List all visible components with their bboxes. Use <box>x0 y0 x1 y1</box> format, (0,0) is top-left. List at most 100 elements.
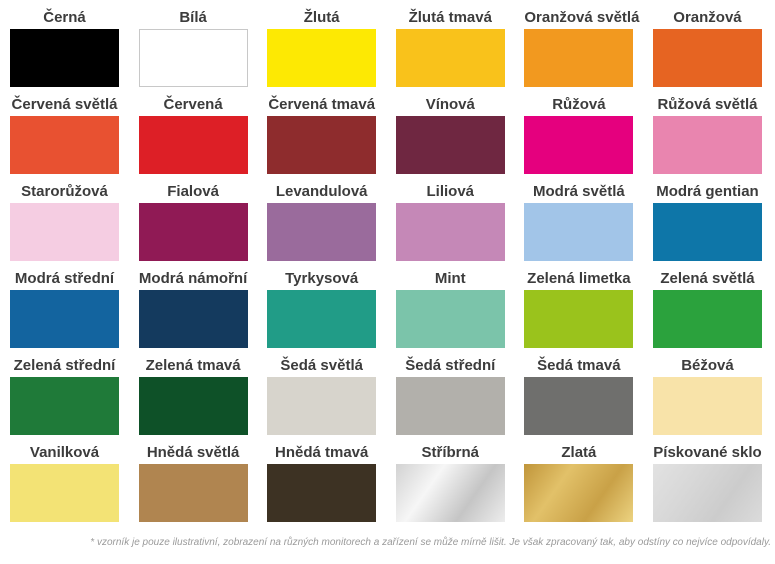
color-label: Černá <box>43 9 86 26</box>
color-swatch <box>395 377 505 435</box>
palette-cell: Oranžová <box>652 0 762 87</box>
palette-cell: Červená <box>138 87 248 174</box>
color-label: Levandulová <box>275 183 368 200</box>
palette-cell: Fialová <box>138 174 248 261</box>
color-swatch <box>524 203 634 261</box>
palette-cell: Šedá světlá <box>267 348 377 435</box>
color-label: Zelená tmavá <box>145 357 241 374</box>
color-swatch <box>395 464 505 522</box>
color-label: Šedá tmavá <box>537 357 621 374</box>
palette-cell: Modrá světlá <box>524 174 634 261</box>
color-swatch <box>395 116 505 174</box>
palette-cell: Zelená limetka <box>524 261 634 348</box>
palette-cell: Modrá námořní <box>138 261 248 348</box>
color-label: Zelená limetka <box>527 270 631 287</box>
color-label: Vínová <box>425 96 475 113</box>
color-label: Šedá střední <box>405 357 496 374</box>
color-swatch <box>138 377 248 435</box>
color-swatch <box>267 203 377 261</box>
color-swatch <box>524 116 634 174</box>
palette-cell: Hnědá světlá <box>138 435 248 522</box>
color-swatch <box>138 203 248 261</box>
palette-cell: Žlutá <box>267 0 377 87</box>
color-label: Modrá světlá <box>533 183 625 200</box>
palette-cell: Modrá střední <box>10 261 119 348</box>
color-swatch <box>652 290 762 348</box>
color-label: Bílá <box>179 9 207 26</box>
color-label: Béžová <box>681 357 734 374</box>
palette-cell: Žlutá tmavá <box>395 0 505 87</box>
color-label: Šedá světlá <box>280 357 363 374</box>
palette-cell: Růžová <box>524 87 634 174</box>
palette-cell: Šedá střední <box>395 348 505 435</box>
palette-cell: Modrá gentian <box>652 174 762 261</box>
color-label: Zlatá <box>561 444 597 461</box>
color-swatch <box>10 377 119 435</box>
color-label: Vanilková <box>29 444 100 461</box>
color-label: Červená světlá <box>11 96 118 113</box>
palette-cell: Červená světlá <box>10 87 119 174</box>
color-swatch <box>524 29 634 87</box>
palette-cell: Zelená tmavá <box>138 348 248 435</box>
footnote: * vzorník je pouze ilustrativní, zobraze… <box>90 537 771 548</box>
color-swatch <box>10 464 119 522</box>
color-swatch <box>652 203 762 261</box>
color-swatch <box>138 464 248 522</box>
palette-cell: Zelená světlá <box>652 261 762 348</box>
color-swatch <box>10 116 119 174</box>
color-label: Stříbrná <box>421 444 480 461</box>
color-label: Hnědá světlá <box>146 444 240 461</box>
palette-cell: Mint <box>395 261 505 348</box>
color-label: Oranžová <box>673 9 742 26</box>
color-label: Modrá střední <box>14 270 115 287</box>
color-swatch <box>524 290 634 348</box>
palette-cell: Černá <box>10 0 119 87</box>
color-swatch <box>652 116 762 174</box>
palette-cell: Šedá tmavá <box>524 348 634 435</box>
palette-cell: Liliová <box>395 174 505 261</box>
palette-cell: Vanilková <box>10 435 119 522</box>
palette-cell: Červená tmavá <box>267 87 377 174</box>
color-label: Zelená světlá <box>660 270 755 287</box>
palette-cell: Hnědá tmavá <box>267 435 377 522</box>
color-chart: Černá Bílá Žlutá Žlutá tmavá Oranžová sv… <box>10 0 762 522</box>
palette-cell: Vínová <box>395 87 505 174</box>
color-swatch <box>267 377 377 435</box>
color-swatch <box>10 29 119 87</box>
color-swatch <box>267 290 377 348</box>
palette-cell: Zlatá <box>524 435 634 522</box>
color-swatch <box>10 290 119 348</box>
color-swatch <box>138 116 248 174</box>
color-swatch <box>10 203 119 261</box>
color-label: Mint <box>434 270 466 287</box>
color-swatch <box>524 464 634 522</box>
palette-cell: Zelená střední <box>10 348 119 435</box>
color-label: Modrá gentian <box>656 183 759 200</box>
color-label: Starorůžová <box>21 183 108 200</box>
color-label: Modrá námořní <box>138 270 248 287</box>
color-label: Červená tmavá <box>268 96 376 113</box>
palette-cell: Starorůžová <box>10 174 119 261</box>
color-label: Žlutá tmavá <box>408 9 492 26</box>
color-label: Hnědá tmavá <box>275 444 369 461</box>
palette-cell: Růžová světlá <box>652 87 762 174</box>
color-label: Oranžová světlá <box>524 9 640 26</box>
color-label: Žlutá <box>303 9 340 26</box>
palette-cell: Stříbrná <box>395 435 505 522</box>
color-swatch <box>652 464 762 522</box>
palette-cell: Oranžová světlá <box>524 0 640 87</box>
color-swatch <box>138 290 248 348</box>
color-label: Pískované sklo <box>653 444 762 461</box>
color-swatch <box>395 29 505 87</box>
palette-cell: Bílá <box>138 0 248 87</box>
color-swatch <box>395 203 505 261</box>
palette-cell: Levandulová <box>267 174 377 261</box>
color-swatch <box>267 464 377 522</box>
color-swatch <box>138 29 248 87</box>
color-swatch <box>652 29 762 87</box>
color-label: Růžová <box>552 96 606 113</box>
color-label: Červená <box>163 96 223 113</box>
color-label: Fialová <box>167 183 219 200</box>
color-swatch <box>267 116 377 174</box>
color-swatch <box>524 377 634 435</box>
